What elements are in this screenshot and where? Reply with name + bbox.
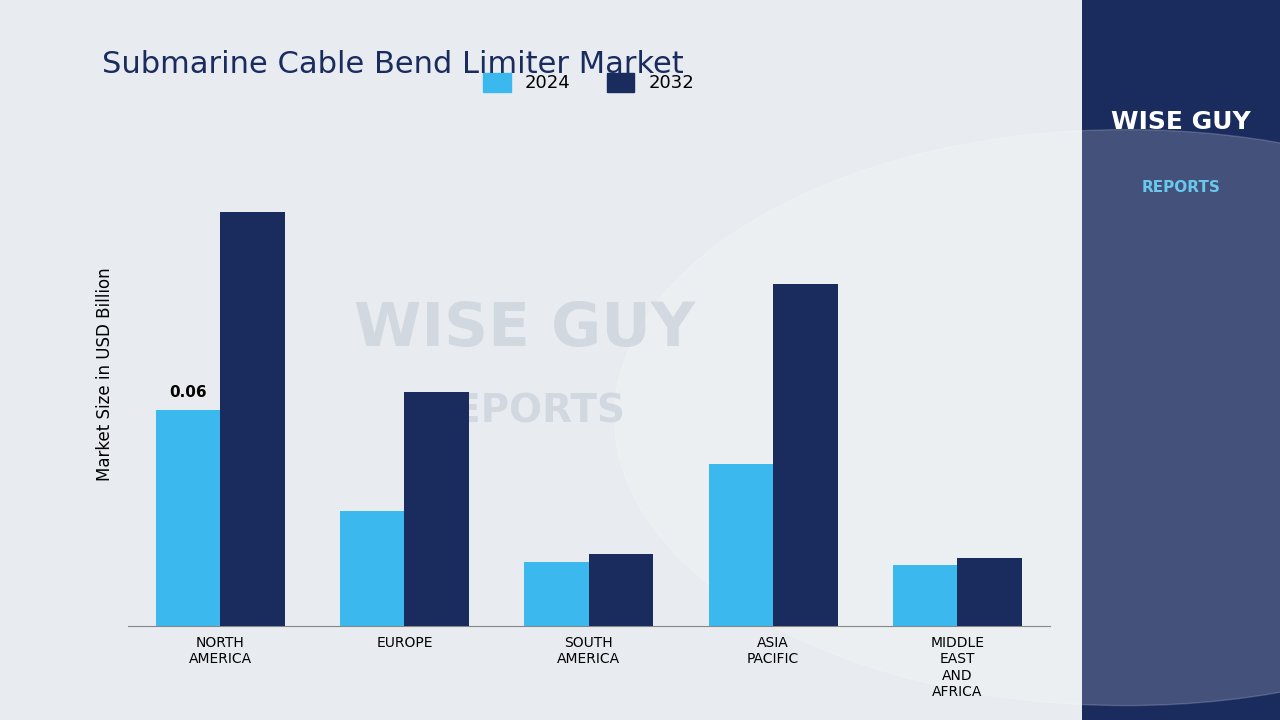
Bar — [525, 562, 589, 626]
Bar — [957, 558, 1021, 626]
Bar — [709, 464, 773, 626]
Text: 0.06: 0.06 — [169, 384, 206, 400]
Text: REPORTS: REPORTS — [424, 393, 626, 431]
Bar — [340, 511, 404, 626]
Text: WISE GUY: WISE GUY — [355, 300, 695, 359]
Text: WISE GUY: WISE GUY — [1111, 110, 1251, 135]
Text: REPORTS: REPORTS — [1142, 180, 1220, 194]
Bar — [893, 565, 957, 626]
Bar — [220, 212, 284, 626]
Bar — [404, 392, 468, 626]
Circle shape — [614, 130, 1280, 706]
Legend: 2024, 2032: 2024, 2032 — [476, 66, 701, 99]
Bar — [589, 554, 653, 626]
Bar — [773, 284, 837, 626]
Text: Submarine Cable Bend Limiter Market: Submarine Cable Bend Limiter Market — [102, 50, 684, 79]
Y-axis label: Market Size in USD Billion: Market Size in USD Billion — [96, 268, 114, 481]
Bar — [156, 410, 220, 626]
